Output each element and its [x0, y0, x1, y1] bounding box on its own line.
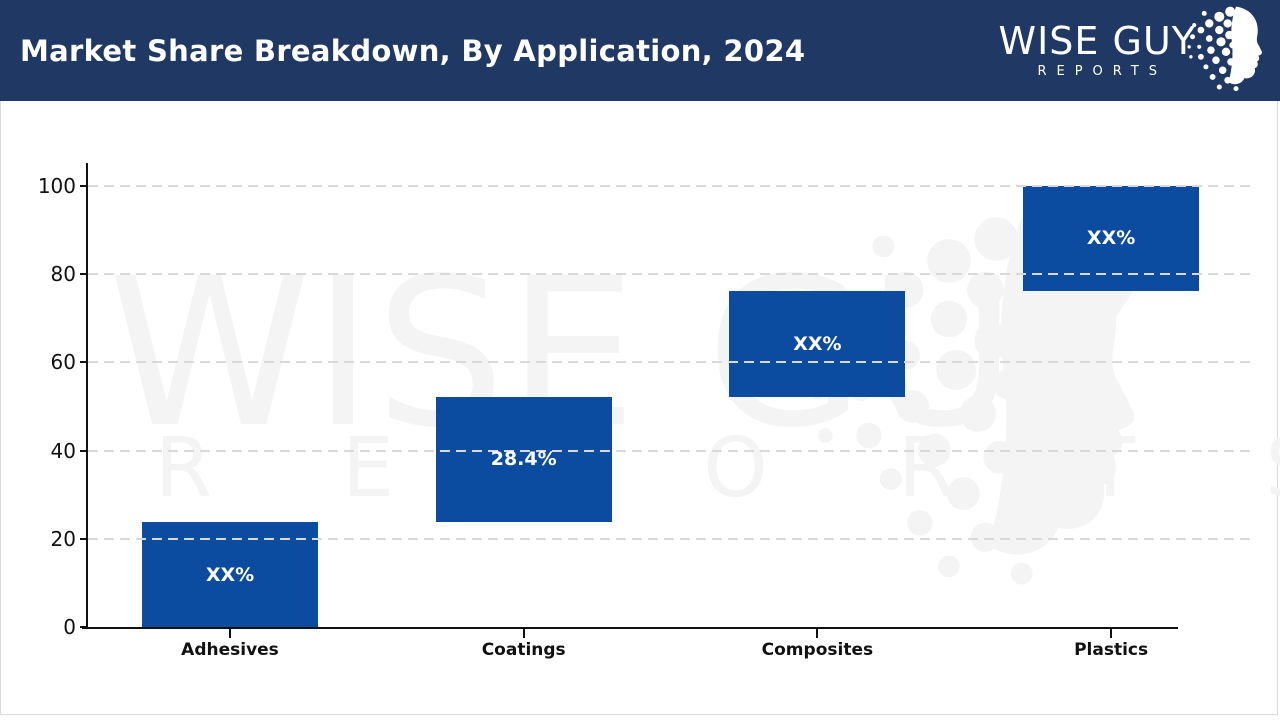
bar-value-label: XX%: [205, 563, 255, 586]
x-tick-mark: [816, 629, 819, 638]
brand-logo-line2: REPORTS: [1037, 64, 1168, 79]
y-axis-spine: [86, 163, 88, 629]
gridline-y-80: [88, 273, 1255, 276]
x-axis-spine: [82, 627, 1178, 629]
gridline-y-40: [88, 449, 1255, 452]
x-tick-mark: [522, 629, 525, 638]
brand-logo-text: WISE GUY REPORTS: [999, 22, 1196, 79]
brand-logo-line1: WISE GUY: [998, 19, 1196, 63]
y-axis-tick-label: 100: [37, 174, 76, 198]
gridline-y-100: [88, 185, 1255, 187]
gridline-y-20: [88, 537, 1255, 540]
bar-segment-composites: [729, 290, 906, 397]
bar-value-label: XX%: [793, 332, 842, 355]
y-axis-tick-label: 40: [50, 438, 76, 463]
x-tick-mark: [229, 629, 231, 638]
gridline-y-60: [88, 361, 1255, 364]
y-tick-mark: [80, 185, 88, 187]
y-tick-mark: [80, 361, 88, 364]
y-tick-mark: [80, 273, 88, 276]
y-axis-tick-label: 20: [50, 526, 76, 551]
chart-title: Market Share Breakdown, By Application, …: [20, 33, 806, 68]
y-tick-mark: [80, 537, 88, 540]
y-tick-mark: [80, 449, 88, 452]
y-axis-tick-label: 60: [50, 350, 76, 375]
x-axis-category-label: Plastics: [1074, 640, 1149, 660]
bar-value-label: 28.4%: [490, 448, 557, 471]
header-band: Market Share Breakdown, By Application, …: [0, 0, 1280, 101]
x-axis-category-label: Coatings: [481, 640, 566, 660]
x-axis-category-label: Adhesives: [181, 640, 279, 660]
y-axis-tick-label: 80: [50, 262, 76, 287]
x-tick-mark: [1110, 629, 1113, 638]
brand-logo: WISE GUY REPORTS: [999, 5, 1270, 97]
dotted-head-icon: [1187, 6, 1263, 91]
x-axis-category-label: Composites: [761, 640, 874, 660]
bar-value-label: XX%: [1086, 227, 1136, 250]
y-axis-tick-label: 0: [63, 615, 76, 639]
bar-segment-coatings: [435, 396, 612, 523]
